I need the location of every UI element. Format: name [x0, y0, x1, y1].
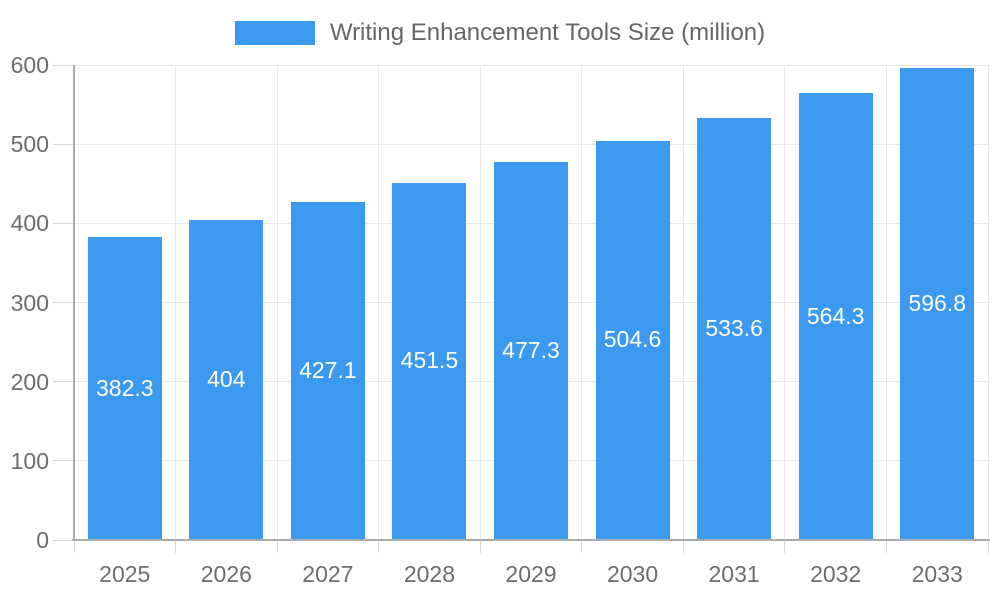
grid-line-horizontal — [74, 64, 988, 66]
x-tick-label: 2033 — [911, 561, 963, 587]
y-axis-tick — [53, 143, 74, 145]
legend-swatch — [234, 21, 315, 45]
y-tick-label: 200 — [10, 368, 49, 395]
bar: 533.6 — [697, 117, 772, 539]
grid-line-vertical — [581, 65, 583, 540]
y-axis-tick — [53, 539, 74, 541]
y-axis-tick — [53, 64, 74, 66]
x-tick-label: 2032 — [810, 561, 862, 587]
bar: 564.3 — [798, 93, 873, 539]
bar: 382.3 — [87, 237, 162, 539]
x-tick-label: 2029 — [505, 561, 557, 587]
x-axis-tick — [378, 540, 380, 553]
chart-legend[interactable]: Writing Enhancement Tools Size (million) — [0, 19, 1000, 47]
bar: 504.6 — [595, 140, 670, 539]
bar-value-label: 404 — [207, 366, 246, 393]
y-tick-label: 600 — [10, 52, 49, 78]
x-tick-label: 2031 — [708, 561, 760, 587]
x-axis-tick — [175, 540, 177, 553]
bar: 427.1 — [290, 201, 365, 539]
x-axis-tick — [276, 540, 278, 553]
x-axis-tick — [581, 540, 583, 553]
bar-value-label: 427.1 — [299, 356, 357, 383]
grid-line-vertical — [885, 65, 887, 540]
x-axis-tick — [479, 540, 481, 553]
x-axis-tick — [73, 540, 75, 553]
grid-line-vertical — [682, 65, 684, 540]
grid-line-vertical — [175, 65, 177, 540]
bar: 596.8 — [900, 67, 975, 539]
bar: 404 — [189, 220, 264, 539]
y-tick-label: 500 — [10, 131, 49, 158]
x-tick-label: 2030 — [606, 561, 659, 587]
bar-value-label: 533.6 — [705, 314, 763, 341]
y-axis-tick — [53, 381, 74, 383]
y-axis-tick — [53, 302, 74, 303]
y-tick-label: 300 — [10, 289, 49, 316]
y-axis-tick — [53, 222, 74, 224]
bar-value-label: 451.5 — [400, 347, 459, 374]
grid-line-vertical — [276, 65, 278, 540]
x-axis-tick — [987, 540, 989, 553]
bar-value-label: 564.3 — [806, 302, 865, 329]
bar: 477.3 — [494, 162, 568, 539]
y-axis-line — [73, 65, 75, 540]
y-tick-label: 400 — [10, 210, 49, 237]
legend-label: Writing Enhancement Tools Size (million) — [329, 19, 766, 46]
bar-value-label: 477.3 — [502, 337, 560, 364]
grid-line-vertical — [987, 65, 989, 540]
y-tick-label: 0 — [36, 527, 49, 553]
y-tick-label: 100 — [10, 447, 49, 474]
bar-value-label: 596.8 — [908, 289, 966, 316]
grid-line-vertical — [784, 65, 786, 540]
x-axis-tick — [784, 540, 786, 553]
y-axis-tick — [53, 460, 74, 462]
bar: 451.5 — [392, 182, 467, 539]
x-axis-line — [72, 539, 990, 541]
grid-line-vertical — [479, 65, 481, 540]
x-axis-tick — [885, 540, 887, 553]
bar-value-label: 382.3 — [95, 374, 154, 401]
x-tick-label: 2028 — [403, 561, 456, 587]
x-tick-label: 2027 — [302, 561, 354, 587]
bar-value-label: 504.6 — [603, 326, 662, 353]
grid-line-vertical — [378, 65, 380, 540]
x-axis-tick — [682, 540, 684, 553]
x-tick-label: 2026 — [200, 561, 252, 587]
x-tick-label: 2025 — [99, 561, 151, 587]
